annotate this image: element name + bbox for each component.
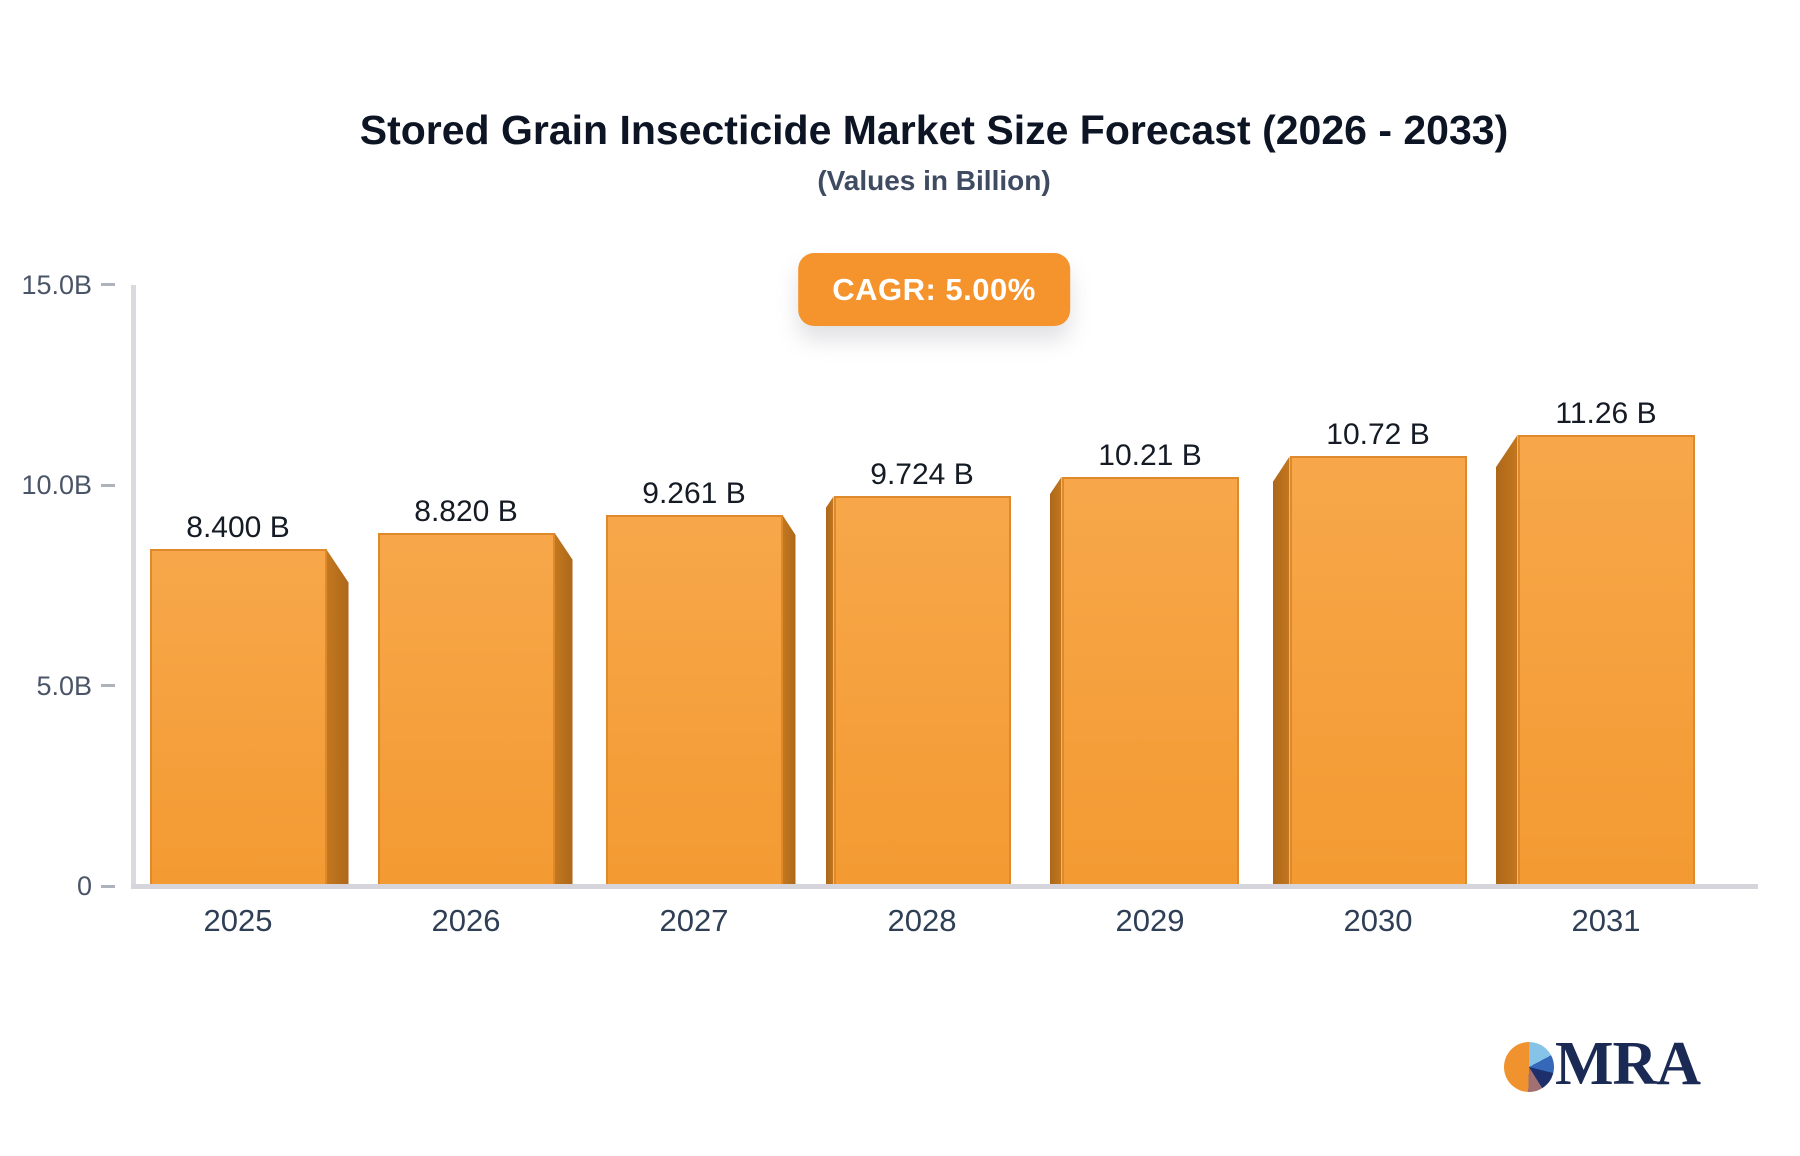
bar-3d-side-2031 bbox=[1495, 434, 1518, 886]
y-axis-tick bbox=[101, 684, 115, 688]
bar-2025[interactable] bbox=[149, 549, 327, 886]
bar-3d-side-2030 bbox=[1272, 456, 1290, 886]
bar-2031[interactable] bbox=[1517, 434, 1695, 886]
pie-chart-logo-icon bbox=[1504, 1042, 1554, 1092]
cagr-badge-label: CAGR: 5.00% bbox=[832, 271, 1036, 307]
bar-2030[interactable] bbox=[1289, 456, 1467, 886]
bar-value-label: 9.261 B bbox=[642, 476, 746, 510]
chart-title: Stored Grain Insecticide Market Size For… bbox=[359, 107, 1509, 153]
bar-3d-side-2025 bbox=[326, 549, 349, 886]
y-axis-tick-label: 15.0B bbox=[21, 269, 92, 300]
bar-value-label: 11.26 B bbox=[1555, 396, 1657, 430]
x-axis-category-label: 2031 bbox=[1571, 903, 1641, 938]
bar-value-label: 10.21 B bbox=[1098, 438, 1202, 472]
y-axis-line bbox=[131, 285, 136, 887]
y-axis-tick bbox=[101, 483, 115, 487]
y-axis-tick bbox=[101, 884, 115, 888]
y-axis-tick-label: 5.0B bbox=[36, 670, 92, 701]
bar-value-label: 8.820 B bbox=[414, 494, 518, 528]
bar-2028[interactable] bbox=[833, 496, 1011, 886]
bar-3d-side-2027 bbox=[782, 514, 796, 886]
bar-2029[interactable] bbox=[1061, 476, 1239, 886]
x-axis-line bbox=[131, 884, 1758, 889]
x-axis-category-label: 2028 bbox=[887, 903, 957, 938]
x-axis-category-label: 2030 bbox=[1343, 903, 1413, 938]
bar-value-label: 10.72 B bbox=[1326, 418, 1430, 452]
logo-text: MRA bbox=[1555, 1030, 1701, 1098]
bar-value-label: 8.400 B bbox=[186, 511, 290, 545]
y-axis-tick bbox=[101, 283, 115, 287]
bar-3d-side-2028 bbox=[825, 496, 834, 886]
bar-value-label: 9.724 B bbox=[870, 458, 974, 492]
y-axis-tick-label: 0 bbox=[76, 871, 92, 901]
mra-logo: MRA bbox=[1504, 1030, 1701, 1098]
x-axis-category-label: 2025 bbox=[203, 903, 273, 938]
chart-subtitle: (Values in Billion) bbox=[817, 165, 1051, 196]
x-axis-category-label: 2026 bbox=[431, 903, 501, 938]
y-axis-tick-label: 10.0B bbox=[21, 470, 92, 501]
bar-2026[interactable] bbox=[377, 532, 555, 886]
cagr-badge: CAGR: 5.00% bbox=[798, 253, 1070, 326]
bar-3d-side-2026 bbox=[554, 532, 573, 886]
bar-2027[interactable] bbox=[605, 514, 783, 886]
x-axis-category-label: 2027 bbox=[659, 903, 729, 938]
x-axis-category-label: 2029 bbox=[1115, 903, 1185, 938]
bar-3d-side-2029 bbox=[1049, 476, 1062, 886]
